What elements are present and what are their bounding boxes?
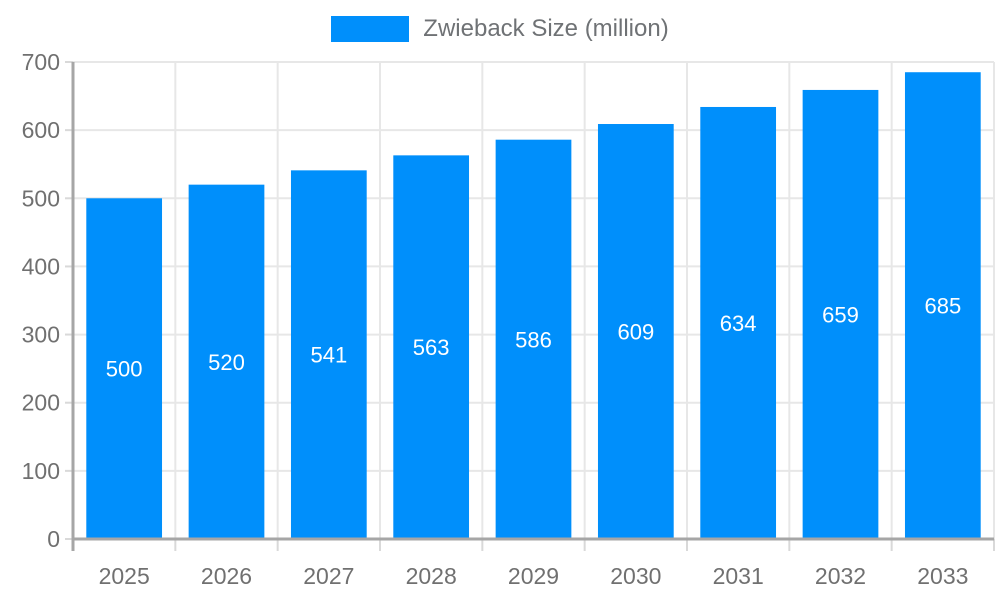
bar-value-label: 500: [106, 357, 143, 382]
bar-value-label: 520: [208, 350, 245, 375]
bar: [290, 170, 367, 539]
x-tick-label: 2029: [508, 563, 559, 589]
legend-label: Zwieback Size (million): [423, 15, 669, 42]
bar-value-label: 659: [822, 302, 859, 327]
x-tick-label: 2026: [201, 563, 252, 589]
y-tick-label: 400: [22, 253, 60, 279]
x-tick-label: 2028: [406, 563, 457, 589]
bar-value-label: 586: [515, 327, 552, 352]
y-tick-label: 100: [22, 458, 60, 484]
bar: [188, 184, 265, 539]
x-tick-label: 2033: [917, 563, 968, 589]
bar: [86, 198, 163, 540]
bar-value-label: 634: [720, 311, 757, 336]
bar-value-label: 541: [310, 343, 347, 368]
bar: [393, 155, 470, 539]
bar: [700, 106, 777, 539]
x-tick-label: 2030: [610, 563, 661, 589]
bar: [495, 139, 572, 539]
x-tick-label: 2027: [303, 563, 354, 589]
y-tick-label: 300: [22, 322, 60, 348]
bar-value-label: 685: [924, 294, 961, 319]
y-tick-label: 600: [22, 117, 60, 143]
y-tick-label: 0: [47, 526, 60, 552]
x-tick-label: 2032: [815, 563, 866, 589]
x-tick-label: 2031: [713, 563, 764, 589]
bar-value-label: 563: [413, 335, 450, 360]
bar: [904, 72, 981, 539]
y-tick-label: 200: [22, 390, 60, 416]
bar: [597, 124, 674, 539]
x-tick-label: 2025: [99, 563, 150, 589]
chart-legend[interactable]: Zwieback Size (million): [0, 16, 1000, 42]
bar-value-label: 609: [617, 320, 654, 345]
y-tick-label: 500: [22, 185, 60, 211]
legend-swatch: [331, 16, 410, 42]
y-tick-label: 700: [22, 49, 60, 75]
bar: [802, 89, 879, 539]
